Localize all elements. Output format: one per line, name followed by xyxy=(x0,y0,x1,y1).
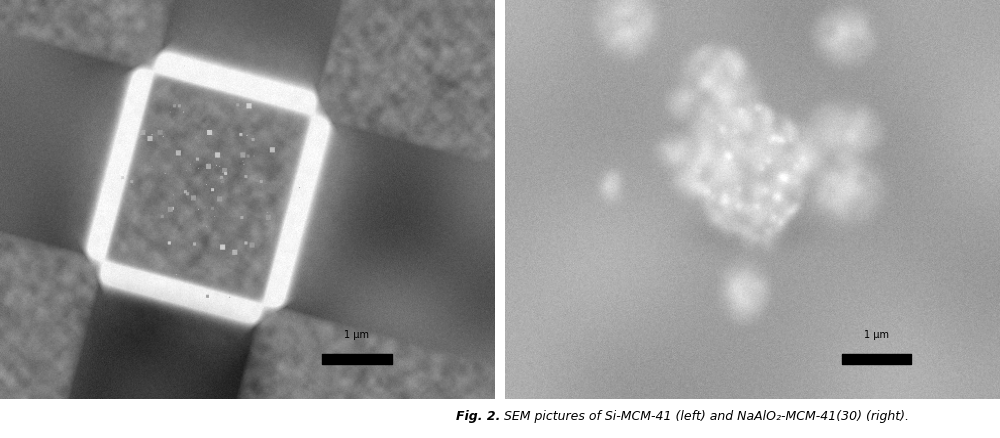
Text: Fig. 2.: Fig. 2. xyxy=(456,410,500,423)
Text: 1 μm: 1 μm xyxy=(344,330,369,340)
Text: 1 μm: 1 μm xyxy=(864,330,889,340)
Text: SEM pictures of Si-MCM-41 (left) and NaAlO₂-MCM-41(30) (right).: SEM pictures of Si-MCM-41 (left) and NaA… xyxy=(500,410,909,423)
